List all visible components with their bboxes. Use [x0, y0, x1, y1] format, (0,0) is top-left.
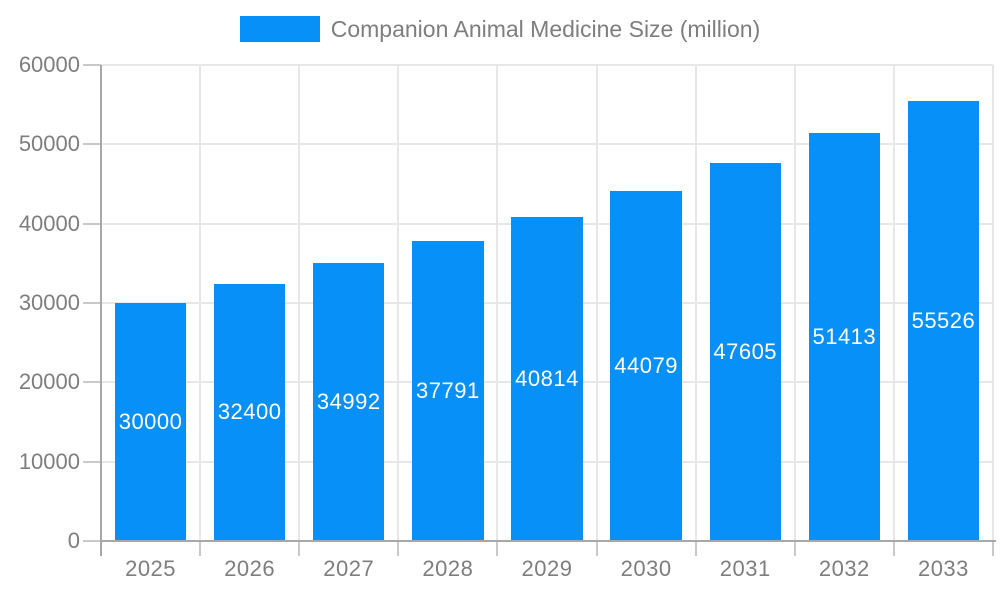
gridline-vertical — [397, 65, 400, 541]
y-axis-tick-label: 60000 — [18, 52, 80, 77]
legend-swatch-icon — [239, 16, 320, 42]
gridline-vertical — [595, 65, 598, 541]
x-axis-tick-label: 2030 — [620, 556, 672, 581]
bar-value-label: 32400 — [217, 399, 282, 425]
bar[interactable]: 40814 — [511, 217, 583, 541]
bar-cell: 34992 — [299, 65, 398, 541]
bar-cell: 55526 — [894, 65, 993, 541]
gridline-vertical — [992, 65, 994, 541]
x-axis-tick — [496, 541, 499, 556]
y-axis-tick-label: 0 — [67, 528, 80, 553]
x-axis-tick — [694, 541, 697, 556]
bar-value-label: 30000 — [118, 409, 183, 434]
x-axis-tick — [199, 541, 202, 556]
x-axis-tick-label: 2025 — [125, 556, 177, 581]
bar[interactable]: 51413 — [808, 133, 880, 541]
x-axis-tick — [298, 541, 301, 556]
plot-area: 30000 32400 34992 37791 40814 44079 47605 51413… — [83, 64, 996, 556]
gridline-horizontal — [101, 143, 993, 146]
gridline-vertical — [496, 65, 499, 541]
gridline-vertical — [199, 65, 202, 541]
bar-cell: 37791 — [398, 65, 497, 541]
x-axis-tick — [397, 541, 400, 556]
bar-value-label: 44079 — [614, 353, 678, 379]
gridline-vertical — [892, 65, 895, 541]
x-axis-tick-label: 2028 — [422, 556, 474, 581]
bar-value-label: 55526 — [911, 307, 976, 333]
x-axis-tick-label: 2027 — [323, 556, 375, 581]
y-axis-tick-label: 10000 — [18, 448, 80, 474]
bar-cell: 32400 — [200, 65, 299, 541]
x-axis-labels: 2025 2026 2027 2028 2029 2030 2031 2032 2033 — [101, 556, 993, 582]
bar[interactable]: 44079 — [610, 191, 682, 541]
x-axis-tick-label: 2031 — [719, 556, 771, 581]
bar-cell: 30000 — [101, 65, 200, 541]
bar[interactable]: 32400 — [213, 283, 286, 541]
x-axis-tick-label: 2032 — [818, 556, 870, 581]
y-axis-tick — [83, 460, 101, 463]
legend-label: Companion Animal Medicine Size (million) — [330, 16, 761, 42]
legend[interactable]: Companion Animal Medicine Size (million) — [0, 16, 1000, 42]
bar-cell: 51413 — [795, 65, 894, 541]
y-axis-tick-label: 40000 — [18, 210, 80, 236]
gridline-horizontal — [101, 64, 993, 66]
y-axis-tick — [83, 540, 101, 542]
bar[interactable]: 47605 — [709, 163, 781, 541]
bar-value-label: 34992 — [316, 389, 381, 415]
y-axis-tick — [83, 302, 101, 304]
gridline-vertical — [694, 65, 697, 541]
x-axis-tick — [892, 541, 895, 556]
bar-cell: 44079 — [597, 65, 696, 541]
y-axis-tick-label: 20000 — [18, 369, 80, 395]
x-axis-tick-label: 2026 — [224, 556, 276, 581]
y-axis-tick-label: 50000 — [18, 131, 80, 157]
bars-layer: 30000 32400 34992 37791 40814 44079 47605 51413… — [101, 65, 993, 541]
bar-value-label: 37791 — [416, 378, 480, 404]
bar-cell: 40814 — [497, 65, 596, 541]
bar[interactable]: 34992 — [313, 263, 385, 541]
y-axis-tick — [83, 64, 101, 66]
y-axis-line — [100, 65, 102, 556]
x-axis-tick-label: 2029 — [521, 556, 573, 581]
bar-value-label: 51413 — [812, 324, 877, 350]
y-axis-tick — [83, 381, 101, 384]
x-axis-tick — [793, 541, 796, 556]
gridline-vertical — [298, 65, 301, 541]
y-axis-tick-label: 30000 — [18, 290, 80, 315]
bar-value-label: 47605 — [713, 339, 778, 365]
y-axis-tick — [83, 222, 101, 225]
gridline-vertical — [793, 65, 796, 541]
x-axis-line — [100, 540, 996, 542]
bar-cell: 47605 — [696, 65, 795, 541]
x-axis-tick — [992, 541, 994, 556]
x-axis-tick — [595, 541, 598, 556]
bar[interactable]: 55526 — [907, 100, 980, 541]
bar-value-label: 40814 — [515, 366, 579, 392]
bar[interactable]: 37791 — [412, 241, 484, 541]
y-axis-tick — [83, 143, 101, 146]
x-axis-tick-label: 2033 — [917, 556, 969, 581]
bar[interactable]: 30000 — [114, 303, 187, 541]
y-axis-labels: 0 10000 20000 30000 40000 50000 60000 — [0, 52, 80, 553]
